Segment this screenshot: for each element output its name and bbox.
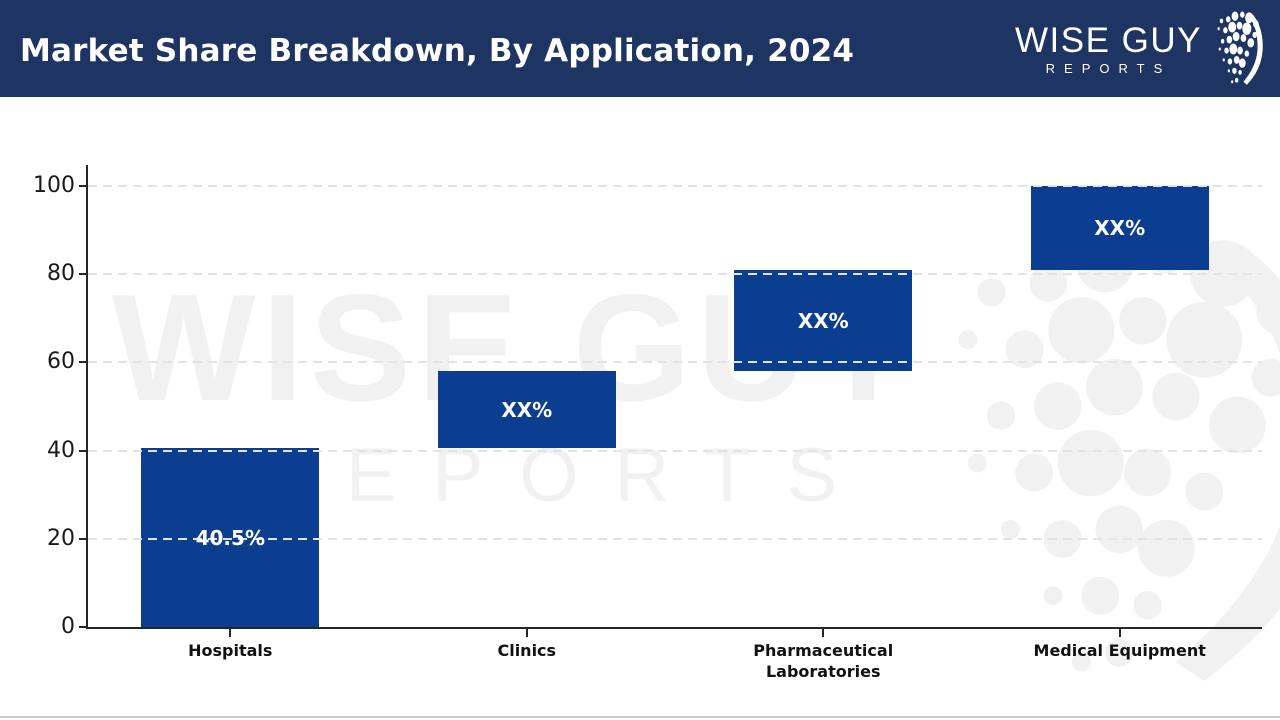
x-axis-tick [229,629,232,637]
page-title: Market Share Breakdown, By Application, … [20,33,855,69]
header-bar: Market Share Breakdown, By Application, … [0,0,1280,97]
y-axis-tick [79,537,88,540]
brand-name: WISE GUY [1014,21,1202,60]
brand-logo-text: WISE GUY REPORTS [1015,23,1202,75]
gridline [88,361,1262,364]
x-axis-category-label: Clinics [497,641,557,660]
bar-clinics [437,371,616,449]
y-axis-tick [79,626,88,628]
y-axis-tick [79,273,88,276]
brand-face-icon [1204,10,1266,88]
bar-pharmaceutical-laboratories [734,269,913,372]
y-axis-tick-label: 80 [47,261,75,287]
x-axis-line [86,627,1262,629]
y-axis-tick [79,449,88,452]
gridline [88,273,1262,276]
y-axis-tick-label: 100 [33,173,75,198]
x-axis-tick [525,629,528,637]
gridline [88,537,1262,540]
bottom-divider [0,716,1280,718]
bar-hospitals [141,448,320,627]
y-axis-line [86,165,88,629]
x-axis-category-label: Pharmaceutical Laboratories [753,641,894,681]
bar-value-label: XX% [501,397,553,422]
bar-value-label: 40.5% [195,525,265,550]
bar-value-label: XX% [1094,215,1146,240]
bar-medical-equipment [1030,186,1209,270]
y-axis-tick-label: 60 [47,349,75,375]
gridline [88,185,1262,187]
x-axis-category-label: Medical Equipment [1033,641,1206,660]
y-axis-tick-label: 20 [47,525,75,551]
y-axis-tick-label: 0 [61,614,75,639]
y-axis-tick [79,361,88,364]
brand-logo: WISE GUY REPORTS [1015,9,1266,89]
y-axis-tick [79,185,88,187]
y-axis-tick-label: 40 [47,437,75,463]
x-axis-tick [1118,629,1121,637]
brand-subtitle: REPORTS [1045,61,1172,76]
x-axis-tick [822,629,825,637]
gridline [88,449,1262,452]
bar-value-label: XX% [797,308,849,333]
x-axis-category-label: Hospitals [188,641,273,660]
